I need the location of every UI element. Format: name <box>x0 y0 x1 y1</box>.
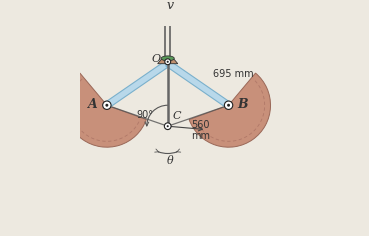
Circle shape <box>165 59 170 65</box>
Text: B: B <box>237 98 248 111</box>
Text: 560
mm: 560 mm <box>191 120 210 141</box>
Text: v: v <box>166 0 173 12</box>
Polygon shape <box>166 60 231 108</box>
Circle shape <box>106 104 108 107</box>
Text: 90°: 90° <box>136 110 153 120</box>
Wedge shape <box>189 73 270 147</box>
Circle shape <box>167 61 169 63</box>
Circle shape <box>164 123 171 130</box>
Circle shape <box>167 125 169 127</box>
Polygon shape <box>158 59 178 64</box>
Ellipse shape <box>161 56 174 61</box>
Circle shape <box>224 101 233 110</box>
Text: 695 mm: 695 mm <box>213 69 254 79</box>
Text: C: C <box>172 111 181 121</box>
Text: θ: θ <box>166 156 173 166</box>
Wedge shape <box>65 73 146 147</box>
Polygon shape <box>105 60 170 108</box>
Circle shape <box>103 101 111 110</box>
Text: A: A <box>88 98 97 111</box>
Text: O: O <box>152 55 161 64</box>
Circle shape <box>227 104 230 107</box>
